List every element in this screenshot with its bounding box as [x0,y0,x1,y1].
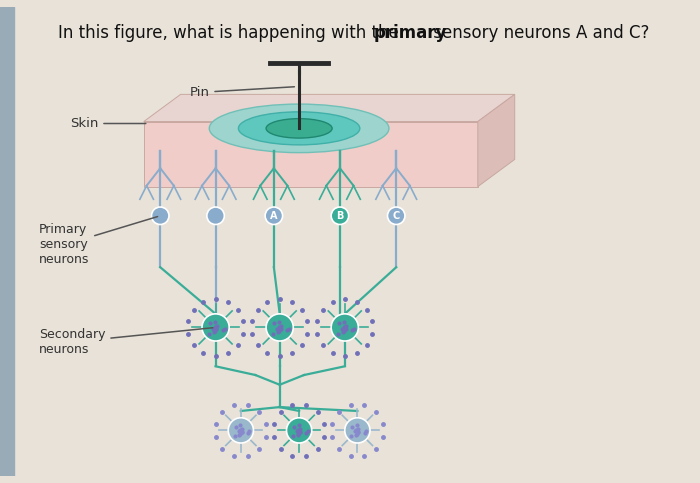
Ellipse shape [239,112,360,145]
Circle shape [388,207,405,225]
Circle shape [202,314,229,341]
Polygon shape [478,94,514,186]
Circle shape [265,207,283,225]
Ellipse shape [266,119,332,138]
Ellipse shape [209,104,389,153]
Text: Skin: Skin [70,117,146,130]
Circle shape [286,418,312,443]
Text: primary: primary [374,25,447,43]
Circle shape [345,418,370,443]
Circle shape [266,314,293,341]
Circle shape [331,207,349,225]
Circle shape [331,314,358,341]
Bar [0,7,13,476]
Text: In this figure, what is happening with the: In this figure, what is happening with t… [58,25,405,43]
Text: Secondary
neurons: Secondary neurons [38,328,213,356]
Text: A: A [270,211,278,221]
Text: sensory neurons A and C?: sensory neurons A and C? [428,25,650,43]
Text: C: C [393,211,400,221]
Circle shape [228,418,253,443]
Polygon shape [144,122,478,186]
Circle shape [151,207,169,225]
Text: Pin: Pin [190,86,295,99]
Text: Primary
sensory
neurons: Primary sensory neurons [38,216,158,267]
Circle shape [207,207,224,225]
Polygon shape [144,94,514,122]
Text: B: B [336,211,344,221]
